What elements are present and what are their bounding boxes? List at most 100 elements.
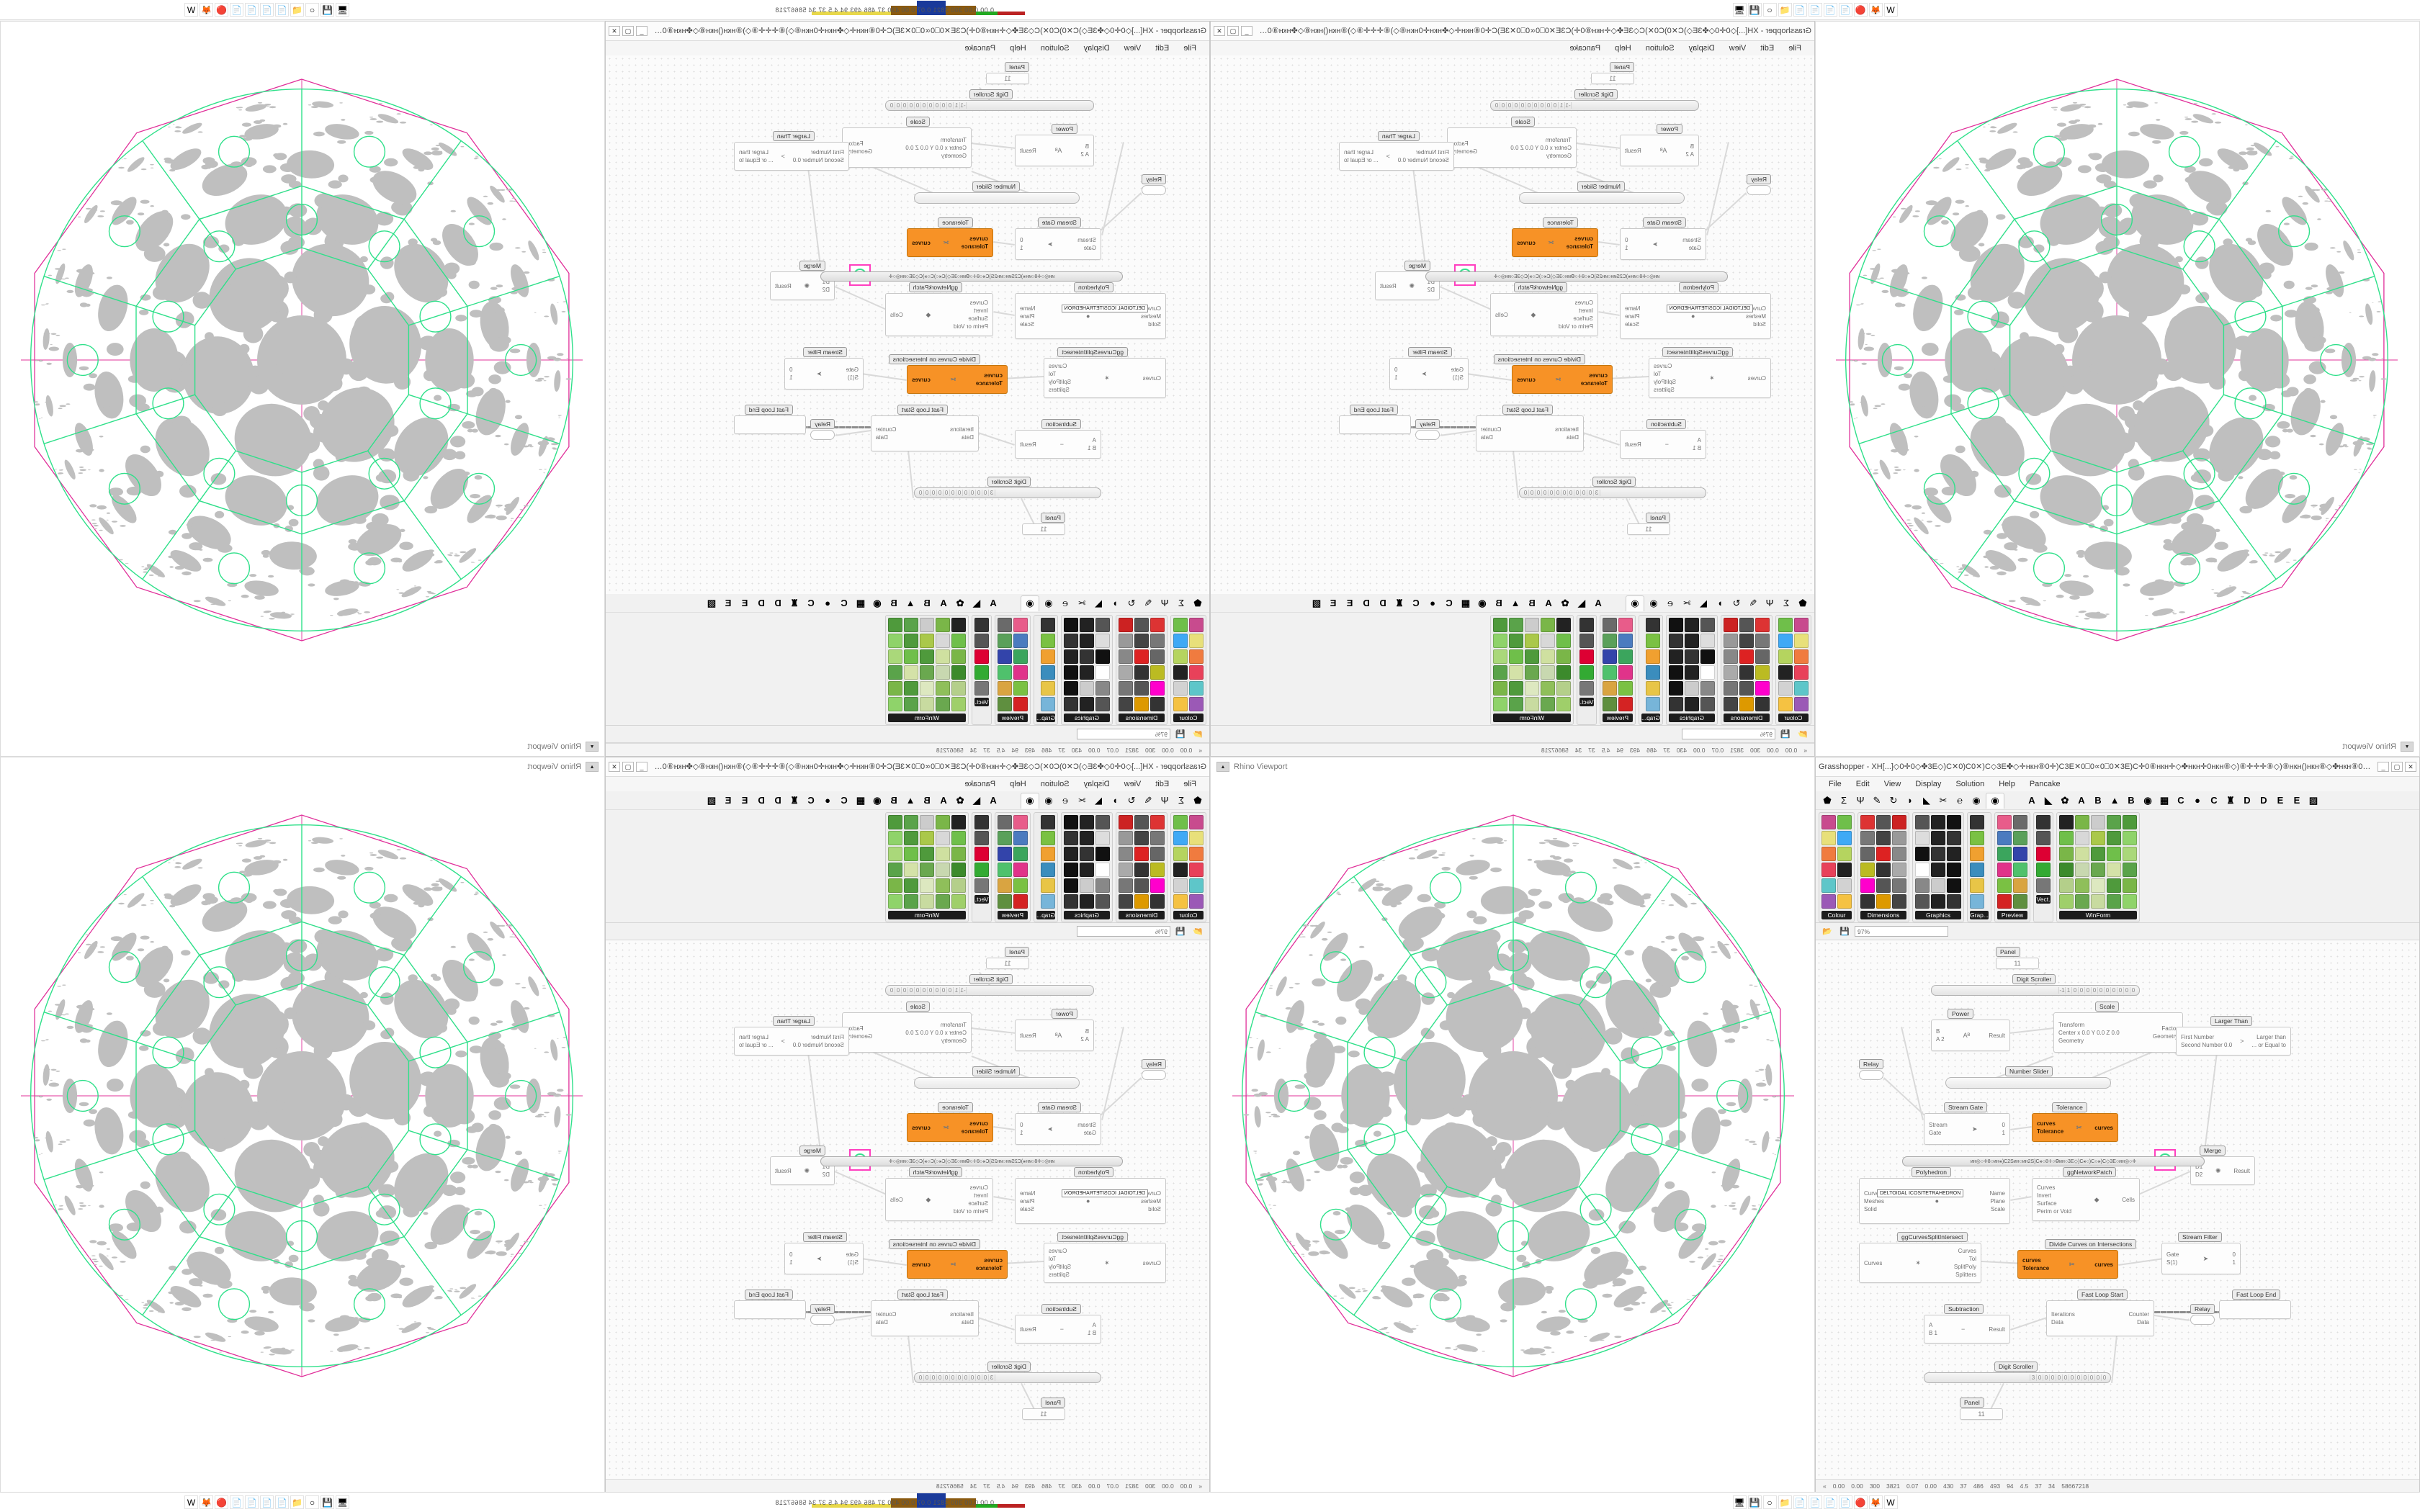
gh-port-in[interactable]: Geometry [941, 152, 967, 159]
palette-component-icon-2-16[interactable] [1685, 697, 1699, 711]
palette-component-icon-4-0[interactable] [1013, 815, 1028, 829]
palette-component-icon-1-7[interactable] [1134, 847, 1149, 861]
gh-component-ggnetworkpatch[interactable]: Curves Invert Surface Perim or Void ◆ Cells [885, 1178, 993, 1221]
palette-component-icon-4-3[interactable] [998, 831, 1013, 845]
palette-component-icon-2-14[interactable] [1064, 681, 1078, 696]
palette-component-icon-6-10[interactable] [1556, 649, 1572, 664]
taskbar-app-icon-10[interactable]: 🖥 [336, 3, 350, 17]
gh-component-larger-than[interactable]: First Number Second Number 0.0 > Larger tha… [734, 1027, 849, 1056]
palette-component-icon-3-2[interactable] [1970, 847, 1984, 861]
palette-component-icon-2-10[interactable] [1080, 863, 1094, 877]
gh-ribbon-tr[interactable]: ⬟ Σ Ψ ✎ ↻ ◗ ◣ ✂ ℮ ◉ ◉ A ◣ ✿ A B ▲ B ◉ ▦ C ● C ♜ D D E E ▨ [1211, 594, 1814, 613]
palette-component-icon-5-4[interactable] [974, 878, 990, 893]
gh-port-out[interactable]: Curves [1958, 1248, 1976, 1254]
viewport-header-tl[interactable]: ▼ Rhino Viewport [1, 737, 604, 756]
gh-port-in[interactable]: Curves [1864, 1259, 1883, 1266]
palette-group-grap[interactable]: Grap... [1967, 812, 1991, 922]
grasshopper-window-tl[interactable]: Grasshopper - XH[...]◇0✛0◇✤3E◇)C✕0)C0✕)C… [605, 21, 1210, 757]
palette-group-preview[interactable]: Preview [1600, 615, 1636, 725]
palette-component-icon-2-8[interactable] [1064, 649, 1078, 664]
gh-port-out[interactable]: Plane [1990, 1197, 2005, 1205]
palette-component-icon-2-12[interactable] [1700, 681, 1715, 696]
palette-component-icon-6-12[interactable] [920, 649, 935, 664]
gh-port-in[interactable]: Geometry [941, 1037, 967, 1044]
palette-component-icon-1-15[interactable] [1755, 697, 1770, 711]
gh-digit-scroller[interactable]: -1 1 0 0 0 0 0 0 0 0 0 0 [885, 985, 1094, 996]
palette-component-icon-3-0[interactable] [1041, 815, 1055, 829]
palette-component-icon-0-6[interactable] [1821, 863, 1836, 877]
gh-port-in[interactable]: A [1929, 1322, 1933, 1328]
gh-component-fast-loop-end[interactable] [734, 415, 806, 434]
gh-component-stream-filter[interactable]: Gate S(1) ➤ 0 1 [784, 358, 864, 390]
gh-component-larger-than[interactable]: First Number Second Number 0.0 > Larger tha… [734, 142, 849, 171]
gh-component-polyhedron[interactable]: Curves Meshes Solid ● Name Plane Scale [1015, 1178, 1166, 1224]
gh-port-in[interactable]: B [1936, 1028, 1940, 1035]
gh-port-in[interactable]: Transform [2058, 1021, 2085, 1028]
palette-component-icon-6-15[interactable] [951, 863, 967, 877]
gh-number-slider[interactable] [914, 192, 1080, 204]
palette-component-icon-6-29[interactable] [888, 697, 903, 711]
gh-port-in[interactable]: S(1) [2166, 1259, 2178, 1266]
ribbon-tab-12[interactable]: ♜ [790, 597, 799, 608]
palette-component-icon-2-2[interactable] [1064, 618, 1078, 632]
gh-relay[interactable] [1142, 185, 1166, 195]
ribbon-icon-7[interactable]: ✂ [1077, 597, 1086, 608]
palette-component-icon-3-5[interactable] [1041, 697, 1055, 711]
taskbar-app-icon-0[interactable]: W [184, 3, 199, 17]
palette-component-icon-6-6[interactable] [936, 831, 951, 845]
palette-component-icon-6-8[interactable] [1509, 634, 1524, 648]
menu-help[interactable]: Help [1999, 780, 2015, 788]
gh-port-out[interactable]: 1 [2002, 1130, 2005, 1136]
palette-component-icon-1-10[interactable] [1134, 863, 1149, 877]
gh-port-out[interactable]: 1 [1625, 245, 1628, 251]
gh-port-out[interactable]: 0 [1394, 366, 1398, 373]
ribbon-icon-9[interactable]: ◉ [1972, 794, 1981, 806]
menu-solution[interactable]: Solution [1040, 780, 1070, 788]
gh-palette-br[interactable]: Colour Dimensions Graphics Grap... Preview Ve… [1816, 810, 2419, 923]
palette-component-icon-5-3[interactable] [1579, 665, 1595, 680]
gh-port-in[interactable]: Meshes [1745, 312, 1766, 320]
palette-component-icon-4-3[interactable] [1603, 634, 1618, 648]
palette-component-icon-4-9[interactable] [998, 878, 1013, 893]
gh-port-in[interactable]: Transform [1545, 136, 1572, 143]
palette-component-icon-4-5[interactable] [1603, 649, 1618, 664]
gh-port-in[interactable]: A [1092, 437, 1096, 444]
palette-component-icon-0-8[interactable] [1794, 681, 1809, 696]
palette-component-icon-5-1[interactable] [2035, 831, 2051, 845]
gh-menubar-bl[interactable]: File Edit View Display Solution Help Pan… [606, 777, 1209, 791]
gh-component-ggcurvessplitintersect[interactable]: Curves ✶ Curves Tol SplitPoly Splitters [1044, 1243, 1166, 1283]
palette-component-icon-2-17[interactable] [1064, 894, 1078, 909]
grasshopper-window-tr[interactable]: Grasshopper - XH[...]◇0✛0◇✤3E◇)C✕0)C0✕)C… [1210, 21, 1815, 757]
palette-component-icon-5-4[interactable] [2035, 878, 2051, 893]
gh-port-out[interactable]: Splitters [1049, 387, 1070, 393]
taskbar-app-icon-4[interactable]: 📄 [1793, 3, 1807, 17]
palette-component-icon-4-2[interactable] [1618, 634, 1634, 648]
zoom-level-field[interactable]: 97% [1077, 926, 1170, 937]
palette-component-icon-4-11[interactable] [998, 894, 1013, 909]
palette-component-icon-6-16[interactable] [936, 665, 951, 680]
gh-port-out[interactable]: Result [1020, 1326, 1036, 1333]
gh-relay[interactable] [810, 1315, 835, 1325]
gh-port-out[interactable]: 0 [789, 1251, 793, 1258]
ribbon-tab-17[interactable]: ▨ [2308, 794, 2318, 806]
gh-port-in[interactable]: Data [1567, 434, 1579, 441]
palette-component-icon-5-1[interactable] [1579, 634, 1595, 648]
palette-component-icon-2-13[interactable] [1080, 681, 1094, 696]
taskbar-app-icon-8[interactable]: ○ [305, 3, 320, 17]
close-icon[interactable]: ✕ [609, 26, 620, 36]
taskbar-app-icon-3[interactable]: 📄 [230, 1495, 244, 1509]
palette-component-icon-1-11[interactable] [1892, 863, 1906, 877]
ribbon-tab-active[interactable]: ◉ [1986, 792, 2004, 809]
gh-component-stream-filter[interactable]: Gate S(1) ➤ 0 1 [1389, 358, 1469, 390]
gh-port-in[interactable]: curves [969, 235, 988, 242]
gh-toolbar-tl[interactable]: 📂 💾 97% [606, 726, 1209, 743]
gh-port-in[interactable]: Solid [1753, 320, 1766, 328]
taskbar-app-icon-9[interactable]: 💾 [321, 1495, 335, 1509]
palette-component-icon-4-6[interactable] [1618, 665, 1634, 680]
gh-component-fast-loop-start[interactable]: Iterations Data Counter Data [2046, 1300, 2154, 1336]
gh-number-slider[interactable] [1519, 192, 1685, 204]
palette-group-dimensions[interactable]: Dimensions [1116, 812, 1168, 922]
taskbar-app-icon-1[interactable]: 💾 [1747, 1495, 1762, 1509]
